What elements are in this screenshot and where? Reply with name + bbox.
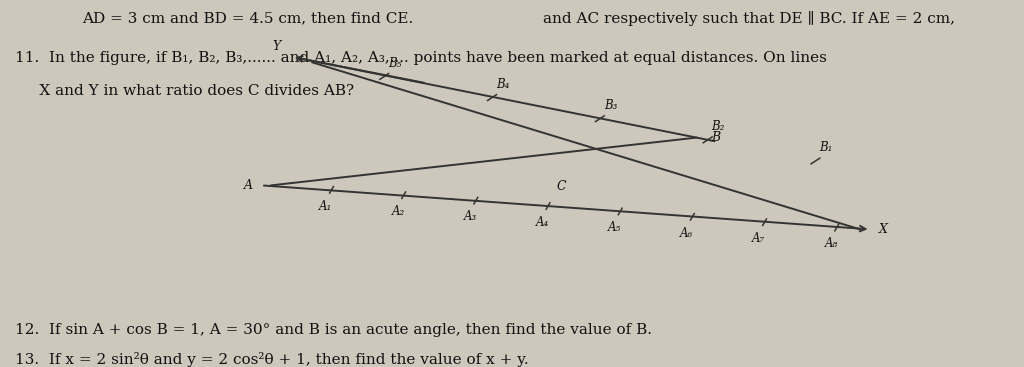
Text: B₂: B₂ bbox=[712, 120, 725, 133]
Text: B₄: B₄ bbox=[496, 78, 509, 91]
Text: AD = 3 cm and BD = 4.5 cm, then find CE.: AD = 3 cm and BD = 4.5 cm, then find CE. bbox=[82, 11, 413, 25]
Text: B: B bbox=[712, 131, 721, 144]
Text: X and Y in what ratio does C divides AB?: X and Y in what ratio does C divides AB? bbox=[15, 84, 354, 98]
Text: A₆: A₆ bbox=[680, 226, 693, 240]
Text: A₅: A₅ bbox=[608, 221, 622, 234]
Text: B₁: B₁ bbox=[819, 141, 833, 154]
Text: B₃: B₃ bbox=[604, 99, 617, 112]
Text: A: A bbox=[244, 179, 253, 192]
Text: 13.  If x = 2 sin²θ and y = 2 cos²θ + 1, then find the value of x + y.: 13. If x = 2 sin²θ and y = 2 cos²θ + 1, … bbox=[15, 352, 529, 367]
Text: and AC respectively such that DE ∥ BC. If AE = 2 cm,: and AC respectively such that DE ∥ BC. I… bbox=[543, 11, 954, 26]
Text: A₄: A₄ bbox=[536, 216, 549, 229]
Text: 12.  If sin A + cos B = 1, A = 30° and B is an acute angle, then find the value : 12. If sin A + cos B = 1, A = 30° and B … bbox=[15, 323, 652, 337]
Text: A₂: A₂ bbox=[391, 205, 404, 218]
Text: A₇: A₇ bbox=[753, 232, 766, 245]
Text: C: C bbox=[556, 180, 565, 193]
Text: B₅: B₅ bbox=[388, 57, 401, 69]
Text: Y: Y bbox=[272, 40, 281, 53]
Text: X: X bbox=[879, 223, 888, 236]
Text: A₁: A₁ bbox=[319, 200, 333, 212]
Text: A₃: A₃ bbox=[464, 210, 477, 224]
Text: 11.  In the figure, if B₁, B₂, B₃,...... and A₁, A₂, A₃,.... points have been ma: 11. In the figure, if B₁, B₂, B₃,...... … bbox=[15, 51, 827, 65]
Text: A₈: A₈ bbox=[824, 237, 838, 250]
